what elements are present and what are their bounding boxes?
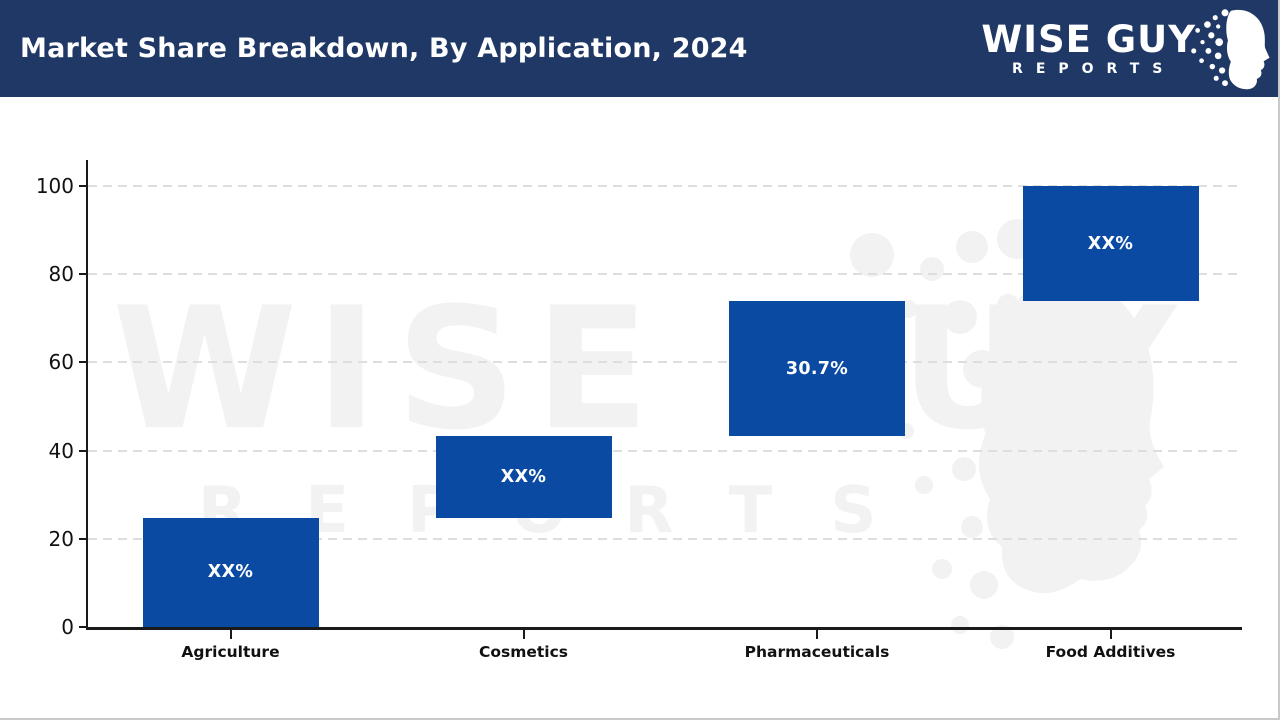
gridline-20: [88, 537, 1242, 540]
y-tick-mark-80: [79, 273, 87, 276]
y-tick-mark-0: [79, 626, 87, 628]
wiseguy-logo: WISE GUY REPORTS: [981, 5, 1278, 93]
plot-area: WISE GUY REPORTS XX% XX% 30.7% XX%: [0, 97, 1278, 718]
y-tick-mark-100: [79, 185, 87, 187]
y-tick-label-80: 80: [48, 262, 74, 287]
x-tick-mark-pharmaceuticals: [816, 630, 818, 639]
x-tick-mark-food-additives: [1109, 630, 1112, 639]
gridline-60: [88, 361, 1242, 364]
bar-value-label: XX%: [207, 562, 254, 583]
y-tick-label-60: 60: [48, 350, 74, 375]
header: Market Share Breakdown, By Application, …: [0, 0, 1278, 97]
bar-value-label: XX%: [500, 467, 547, 488]
y-tick-label-0: 0: [61, 615, 74, 639]
y-tick-mark-40: [79, 449, 87, 452]
y-tick-label-20: 20: [48, 526, 74, 551]
bar-value-label: 30.7%: [785, 358, 849, 379]
y-tick-mark-60: [79, 361, 87, 364]
y-axis-line: [86, 160, 88, 630]
gridline-40: [88, 449, 1242, 452]
x-tick-mark-cosmetics: [522, 630, 525, 639]
bar-pharmaceuticals: 30.7%: [729, 301, 905, 437]
logo-subtitle: REPORTS: [1012, 61, 1176, 77]
y-tick-label-100: 100: [35, 174, 74, 198]
bar-cosmetics: XX%: [435, 436, 612, 519]
x-tick-label-agriculture: Agriculture: [181, 643, 280, 661]
bar-value-label: XX%: [1087, 233, 1134, 254]
x-tick-label-cosmetics: Cosmetics: [478, 643, 569, 661]
y-tick-mark-20: [79, 537, 87, 540]
x-axis-line: [86, 627, 1242, 630]
wiseguy-head-icon: [1191, 8, 1270, 89]
chart-title: Market Share Breakdown, By Application, …: [20, 33, 748, 64]
bar-agriculture: XX%: [142, 517, 319, 627]
gridline-80: [88, 273, 1242, 276]
y-tick-label-40: 40: [48, 438, 74, 463]
x-tick-label-pharmaceuticals: Pharmaceuticals: [744, 643, 890, 661]
bar-food-additives: XX%: [1022, 186, 1199, 302]
watermark-name: WISE GUY: [112, 271, 1195, 467]
x-tick-mark-agriculture: [229, 630, 232, 639]
gridline-100: [88, 185, 1242, 187]
x-tick-label-food-additives: Food Additives: [1045, 643, 1176, 661]
logo-name: WISE GUY: [981, 18, 1196, 61]
background-watermark: WISE GUY REPORTS: [112, 271, 1195, 543]
